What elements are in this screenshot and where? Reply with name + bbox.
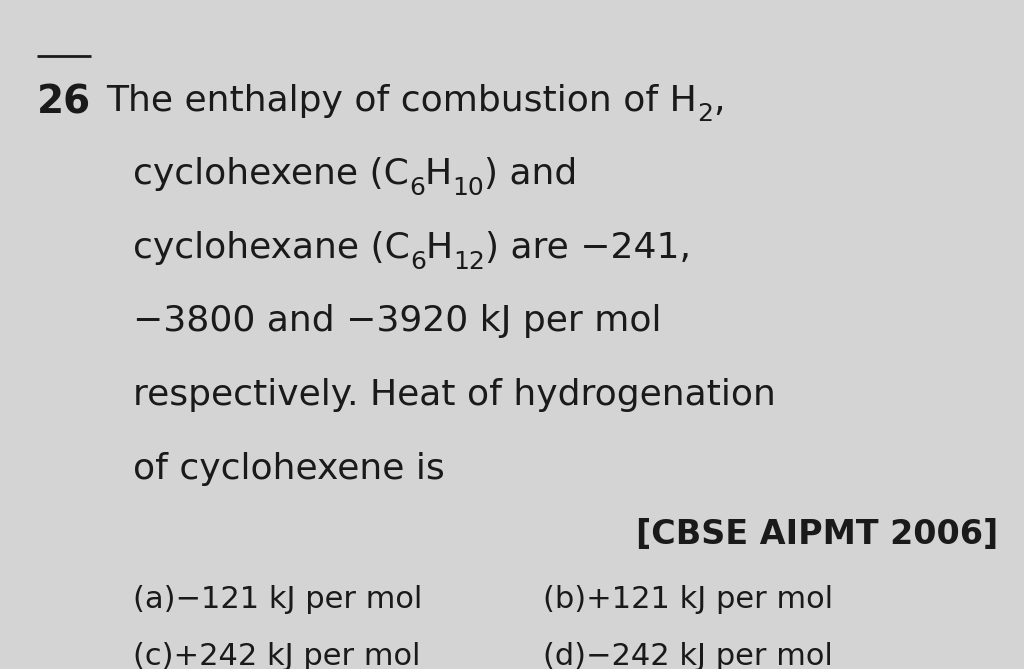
- Text: H: H: [426, 231, 453, 265]
- Text: −3800 and −3920 kJ per mol: −3800 and −3920 kJ per mol: [133, 304, 662, 339]
- Text: 2: 2: [697, 102, 714, 126]
- Text: respectively. Heat of hydrogenation: respectively. Heat of hydrogenation: [133, 378, 776, 412]
- Text: 10: 10: [453, 176, 484, 200]
- Text: [CBSE AIPMT 2006]: [CBSE AIPMT 2006]: [636, 518, 998, 551]
- Text: H: H: [425, 157, 453, 191]
- Text: ) are −241,: ) are −241,: [485, 231, 691, 265]
- Text: 12: 12: [453, 250, 485, 274]
- Text: cyclohexene (C: cyclohexene (C: [133, 157, 409, 191]
- Text: cyclohexane (C: cyclohexane (C: [133, 231, 410, 265]
- Text: ) and: ) and: [484, 157, 578, 191]
- Text: The enthalpy of combustion of H: The enthalpy of combustion of H: [106, 84, 697, 118]
- Text: (c)+242 kJ per mol: (c)+242 kJ per mol: [133, 642, 421, 669]
- Text: of cyclohexene is: of cyclohexene is: [133, 452, 444, 486]
- Text: 6: 6: [410, 250, 426, 274]
- Text: (d)−242 kJ per mol: (d)−242 kJ per mol: [543, 642, 833, 669]
- Text: 6: 6: [409, 176, 425, 200]
- Text: ,: ,: [714, 84, 725, 118]
- Text: (b)+121 kJ per mol: (b)+121 kJ per mol: [543, 585, 833, 614]
- Text: (a)−121 kJ per mol: (a)−121 kJ per mol: [133, 585, 423, 614]
- Text: 26: 26: [37, 84, 91, 122]
